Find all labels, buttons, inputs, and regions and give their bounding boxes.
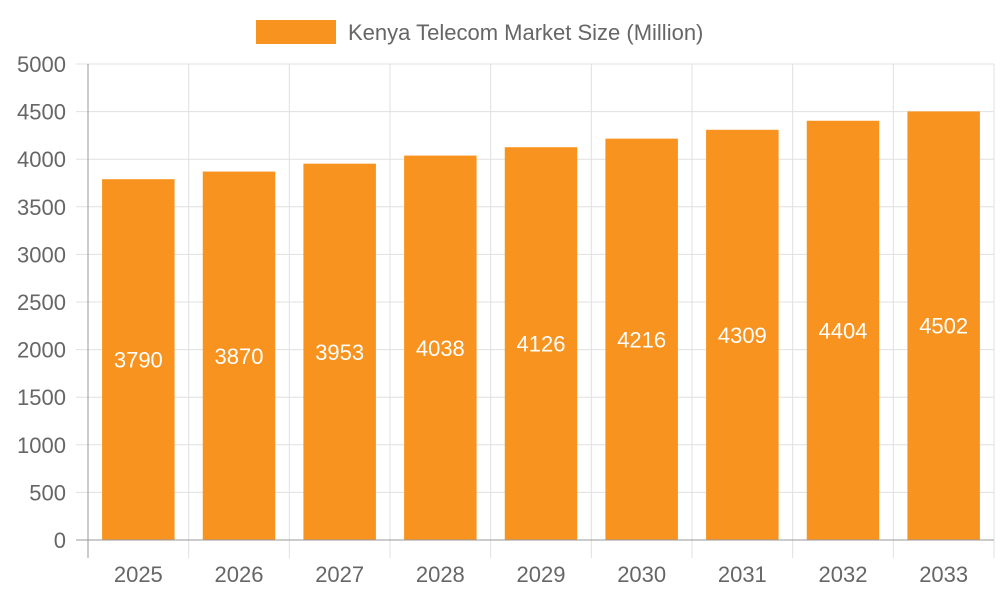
x-tick-label: 2026: [215, 562, 264, 587]
y-tick-label: 1000: [17, 433, 66, 458]
y-tick-label: 5000: [17, 52, 66, 77]
data-label: 3790: [114, 348, 163, 373]
y-tick-label: 2000: [17, 338, 66, 363]
data-label: 4216: [617, 327, 666, 352]
x-tick-label: 2033: [919, 562, 968, 587]
y-axis-ticks: 0 500 1000 1500 2000 2500 3000 3500 4000 4500 5000: [17, 52, 66, 553]
bars: [102, 111, 980, 541]
axes: [76, 64, 994, 558]
bar-2032[interactable]: [806, 120, 880, 540]
bar-2027[interactable]: [303, 163, 376, 541]
x-tick-label: 2029: [517, 562, 566, 587]
x-tick-label: 2030: [617, 562, 666, 587]
data-label: 4126: [517, 332, 566, 357]
data-label: 4038: [416, 336, 465, 361]
data-label: 4404: [819, 318, 868, 343]
legend-swatch[interactable]: [256, 20, 336, 44]
legend-label[interactable]: Kenya Telecom Market Size (Million): [348, 20, 703, 45]
data-label: 3870: [215, 344, 264, 369]
y-tick-label: 0: [54, 528, 66, 553]
y-tick-label: 3500: [17, 195, 66, 220]
bar-2028[interactable]: [404, 155, 477, 540]
bar-2026[interactable]: [202, 171, 276, 541]
y-tick-label: 1500: [17, 385, 66, 410]
y-tick-label: 4000: [17, 147, 66, 172]
bar-2025[interactable]: [102, 179, 175, 540]
x-tick-label: 2032: [819, 562, 868, 587]
x-tick-label: 2028: [416, 562, 465, 587]
x-tick-label: 2031: [718, 562, 767, 587]
x-tick-label: 2025: [114, 562, 163, 587]
bar-2033[interactable]: [907, 111, 980, 540]
legend[interactable]: Kenya Telecom Market Size (Million): [256, 20, 703, 45]
data-label: 3953: [315, 340, 364, 365]
x-tick-label: 2027: [315, 562, 364, 587]
bar-2030[interactable]: [605, 138, 678, 541]
data-labels: 3790 3870 3953 4038 4126 4216 4309 4404 4502: [114, 314, 968, 373]
y-tick-label: 4500: [17, 100, 66, 125]
data-label: 4502: [919, 314, 968, 339]
bar-2029[interactable]: [504, 147, 578, 540]
bar-2031[interactable]: [706, 129, 779, 540]
y-tick-label: 2500: [17, 290, 66, 315]
data-label: 4309: [718, 323, 767, 348]
y-tick-label: 3000: [17, 242, 66, 267]
y-tick-label: 500: [29, 480, 66, 505]
x-axis-ticks: 2025 2026 2027 2028 2029 2030 2031 2032 2033: [114, 562, 968, 587]
